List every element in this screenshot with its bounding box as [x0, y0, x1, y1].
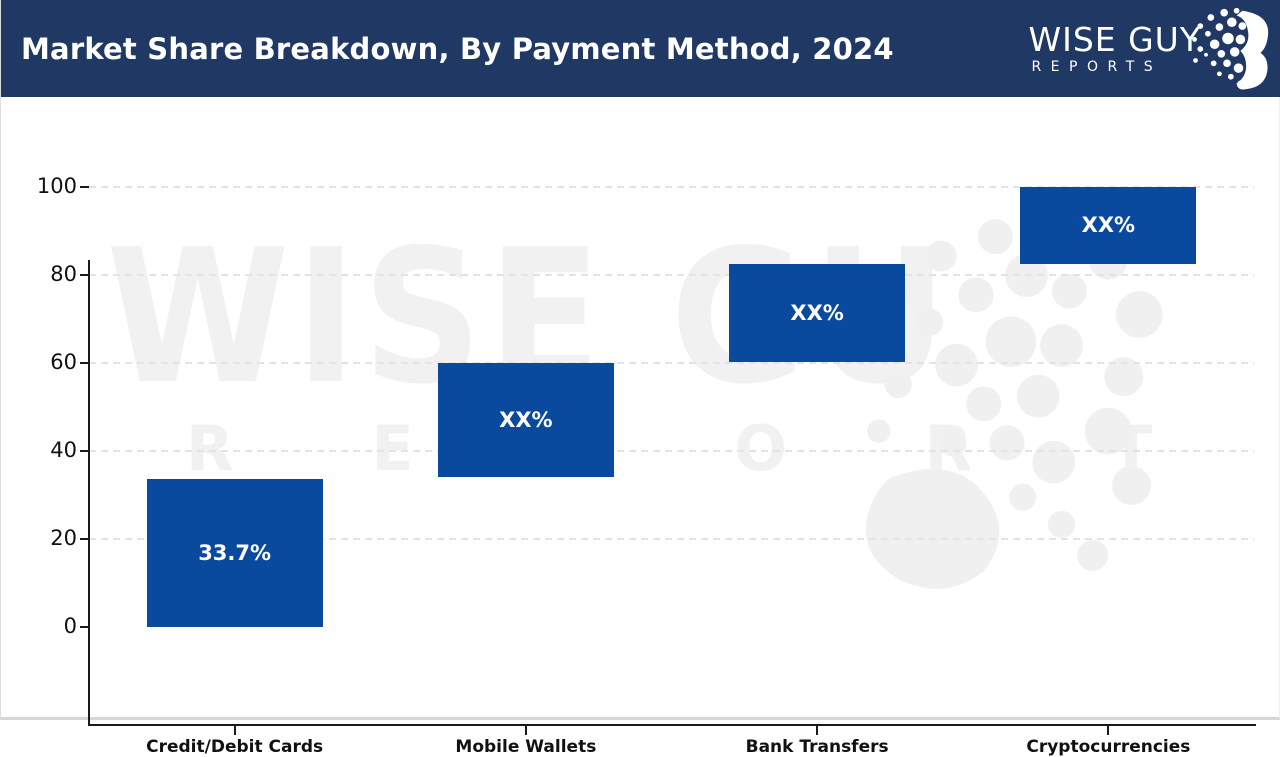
y-tick-label: 0: [63, 614, 77, 638]
x-tick-mark: [233, 726, 236, 735]
y-gridline: [89, 186, 1254, 188]
chart-area: 0 20 40 60 80 100 33.7% Credit/Debit Cards XX% Mo…: [1, 97, 1279, 757]
category-label: Mobile Wallets: [455, 737, 597, 757]
category-label: Credit/Debit Cards: [146, 737, 324, 757]
y-tick-label: 100: [36, 174, 77, 198]
y-tick-mark: [80, 450, 89, 452]
x-axis: [88, 724, 1256, 726]
y-gridline: [89, 450, 1254, 452]
y-tick-label: 40: [50, 438, 77, 462]
bar-value-label: 33.7%: [198, 540, 272, 565]
y-tick-mark: [80, 186, 89, 188]
bar-value-label: XX%: [499, 408, 553, 433]
bar: XX%: [1020, 187, 1197, 264]
y-tick-mark: [80, 626, 89, 628]
logo-wordmark: WISE GUY: [1028, 20, 1201, 59]
y-tick-mark: [80, 274, 89, 276]
bar-value-label: XX%: [790, 300, 844, 325]
bar-value-label: XX%: [1081, 213, 1136, 238]
y-tick-mark: [80, 538, 89, 540]
y-gridline: [89, 538, 1254, 540]
header: Market Share Breakdown, By Payment Metho…: [1, 0, 1280, 97]
x-tick-mark: [816, 726, 819, 735]
bar: XX%: [729, 263, 906, 362]
bar: XX%: [437, 363, 614, 478]
y-tick-label: 80: [50, 262, 77, 286]
watermark-face-icon: [863, 215, 1163, 589]
category-label: Cryptocurrencies: [1026, 737, 1191, 757]
logo-subtitle: REPORTS: [1031, 59, 1163, 75]
y-tick-label: 20: [50, 526, 77, 550]
page-title: Market Share Breakdown, By Payment Metho…: [21, 31, 894, 66]
x-tick-mark: [524, 726, 527, 735]
dotted-face-icon: [1192, 7, 1269, 90]
y-tick-label: 60: [50, 350, 77, 374]
bar: 33.7%: [146, 478, 323, 627]
y-tick-mark: [80, 362, 89, 364]
y-gridline: [89, 362, 1254, 364]
x-tick-mark: [1107, 726, 1110, 735]
logo-text: WISE GUY REPORTS: [1028, 23, 1201, 74]
y-gridline: [89, 274, 1254, 276]
category-label: Bank Transfers: [745, 737, 889, 757]
y-axis: [88, 260, 90, 726]
wiseguy-logo: WISE GUY REPORTS: [1028, 3, 1271, 95]
